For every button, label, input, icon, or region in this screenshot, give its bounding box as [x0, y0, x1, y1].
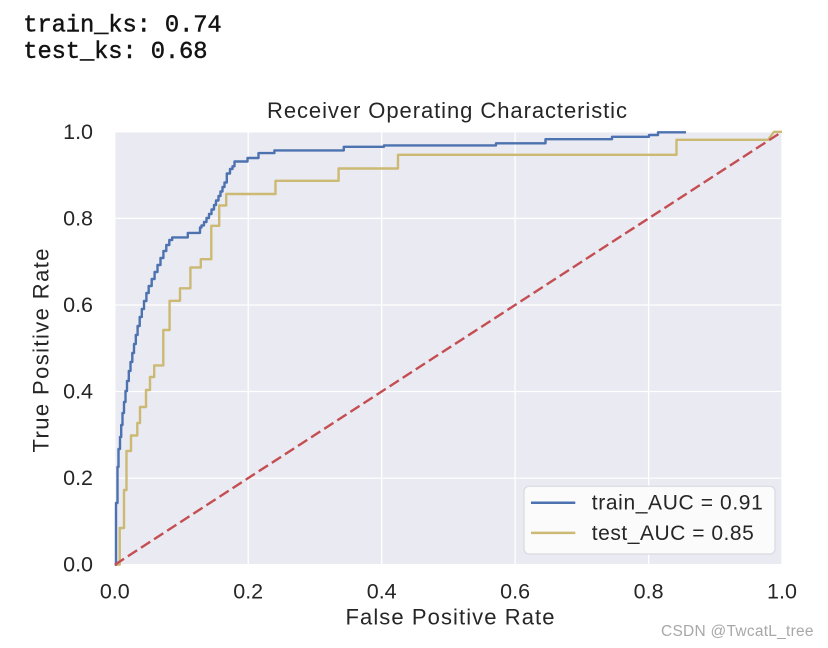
svg-text:0.0: 0.0 [100, 580, 130, 604]
svg-text:0.6: 0.6 [63, 293, 93, 317]
svg-text:Receiver Operating Characteris: Receiver Operating Characteristic [267, 98, 627, 123]
svg-text:0.2: 0.2 [233, 580, 263, 604]
svg-text:0.8: 0.8 [63, 206, 93, 230]
svg-text:test_ks: 0.68: test_ks: 0.68 [23, 39, 207, 66]
svg-text:test_AUC = 0.85: test_AUC = 0.85 [592, 522, 754, 545]
svg-text:0.6: 0.6 [500, 580, 530, 604]
svg-text:0.0: 0.0 [63, 553, 93, 577]
svg-text:0.2: 0.2 [63, 466, 93, 490]
svg-text:True Positive Rate: True Positive Rate [29, 249, 54, 453]
svg-text:train_ks: 0.74: train_ks: 0.74 [23, 12, 221, 39]
svg-text:0.4: 0.4 [63, 380, 93, 404]
svg-text:1.0: 1.0 [63, 120, 93, 144]
svg-text:False Positive Rate: False Positive Rate [346, 605, 555, 630]
svg-text:train_AUC = 0.91: train_AUC = 0.91 [592, 492, 763, 515]
svg-text:CSDN @TwcatL_tree: CSDN @TwcatL_tree [661, 623, 814, 640]
svg-text:1.0: 1.0 [767, 580, 797, 604]
svg-text:0.8: 0.8 [634, 580, 664, 604]
svg-text:0.4: 0.4 [367, 580, 397, 604]
